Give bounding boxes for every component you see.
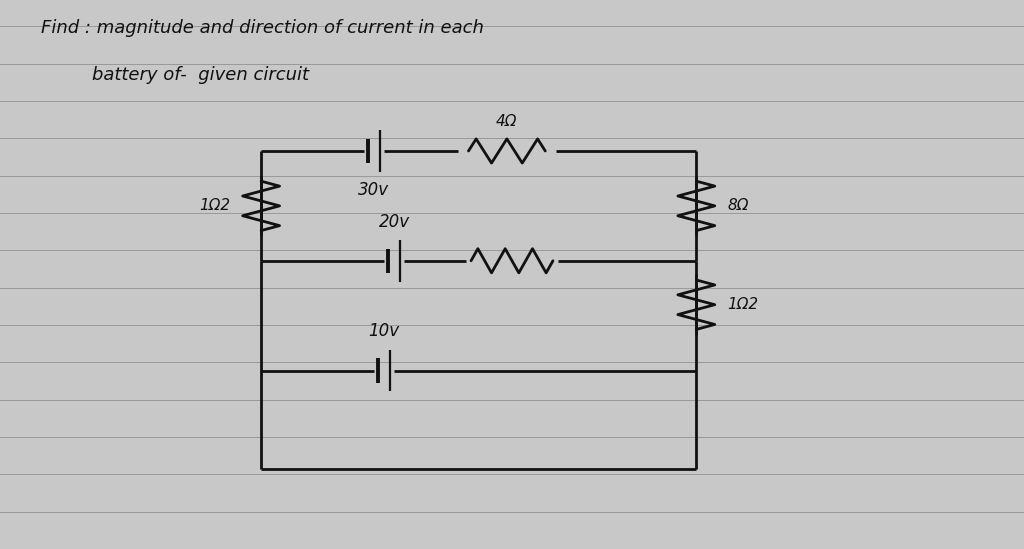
Text: 8Ω: 8Ω — [727, 198, 749, 214]
Text: battery of-  given circuit: battery of- given circuit — [92, 66, 309, 84]
Text: 4Ω: 4Ω — [497, 114, 517, 129]
Text: 1Ω2: 1Ω2 — [200, 198, 230, 214]
Text: 10v: 10v — [369, 322, 399, 340]
Text: 30v: 30v — [358, 181, 389, 199]
Text: Find : magnitude and direction of current in each: Find : magnitude and direction of curren… — [41, 19, 483, 37]
Text: 1Ω2: 1Ω2 — [727, 297, 758, 312]
Text: 20v: 20v — [379, 212, 410, 231]
